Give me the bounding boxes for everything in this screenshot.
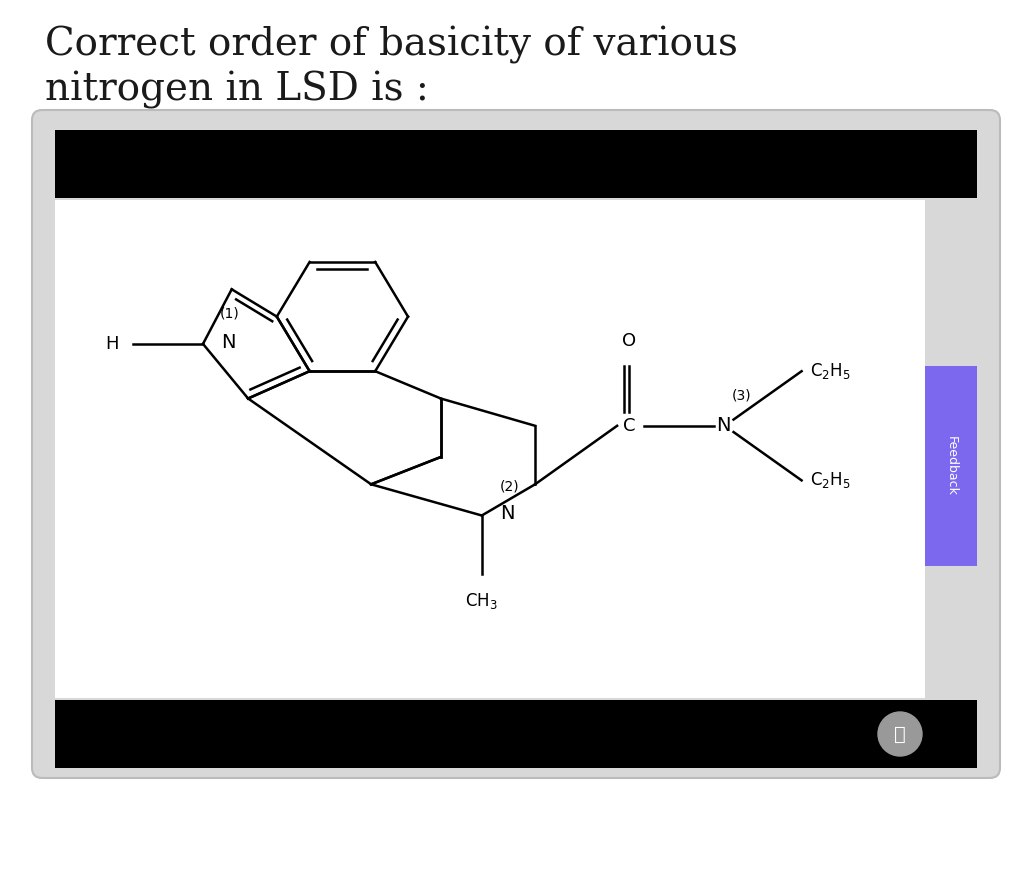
Bar (55, 200, 925, 698)
Text: Correct order of basicity of various: Correct order of basicity of various (45, 26, 738, 64)
Bar (55, 130, 977, 198)
Text: nitrogen in LSD is :: nitrogen in LSD is : (45, 71, 429, 109)
Text: C$_2$H$_5$: C$_2$H$_5$ (810, 470, 851, 490)
FancyBboxPatch shape (32, 110, 1000, 778)
Bar (55, 700, 977, 768)
Text: O: O (623, 331, 637, 349)
Text: N: N (500, 504, 514, 524)
Text: ⛶: ⛶ (894, 725, 906, 743)
Text: (1): (1) (219, 307, 240, 321)
Circle shape (878, 712, 922, 756)
Text: N: N (221, 333, 236, 352)
Bar (925, 366, 977, 566)
Text: C: C (624, 416, 636, 435)
Text: CH$_3$: CH$_3$ (466, 591, 499, 611)
Text: Feedback: Feedback (944, 436, 957, 496)
Text: C$_2$H$_5$: C$_2$H$_5$ (810, 361, 851, 381)
Text: (3): (3) (732, 388, 752, 402)
Text: N: N (717, 416, 731, 435)
Text: (2): (2) (500, 479, 519, 494)
Text: H: H (105, 335, 119, 353)
